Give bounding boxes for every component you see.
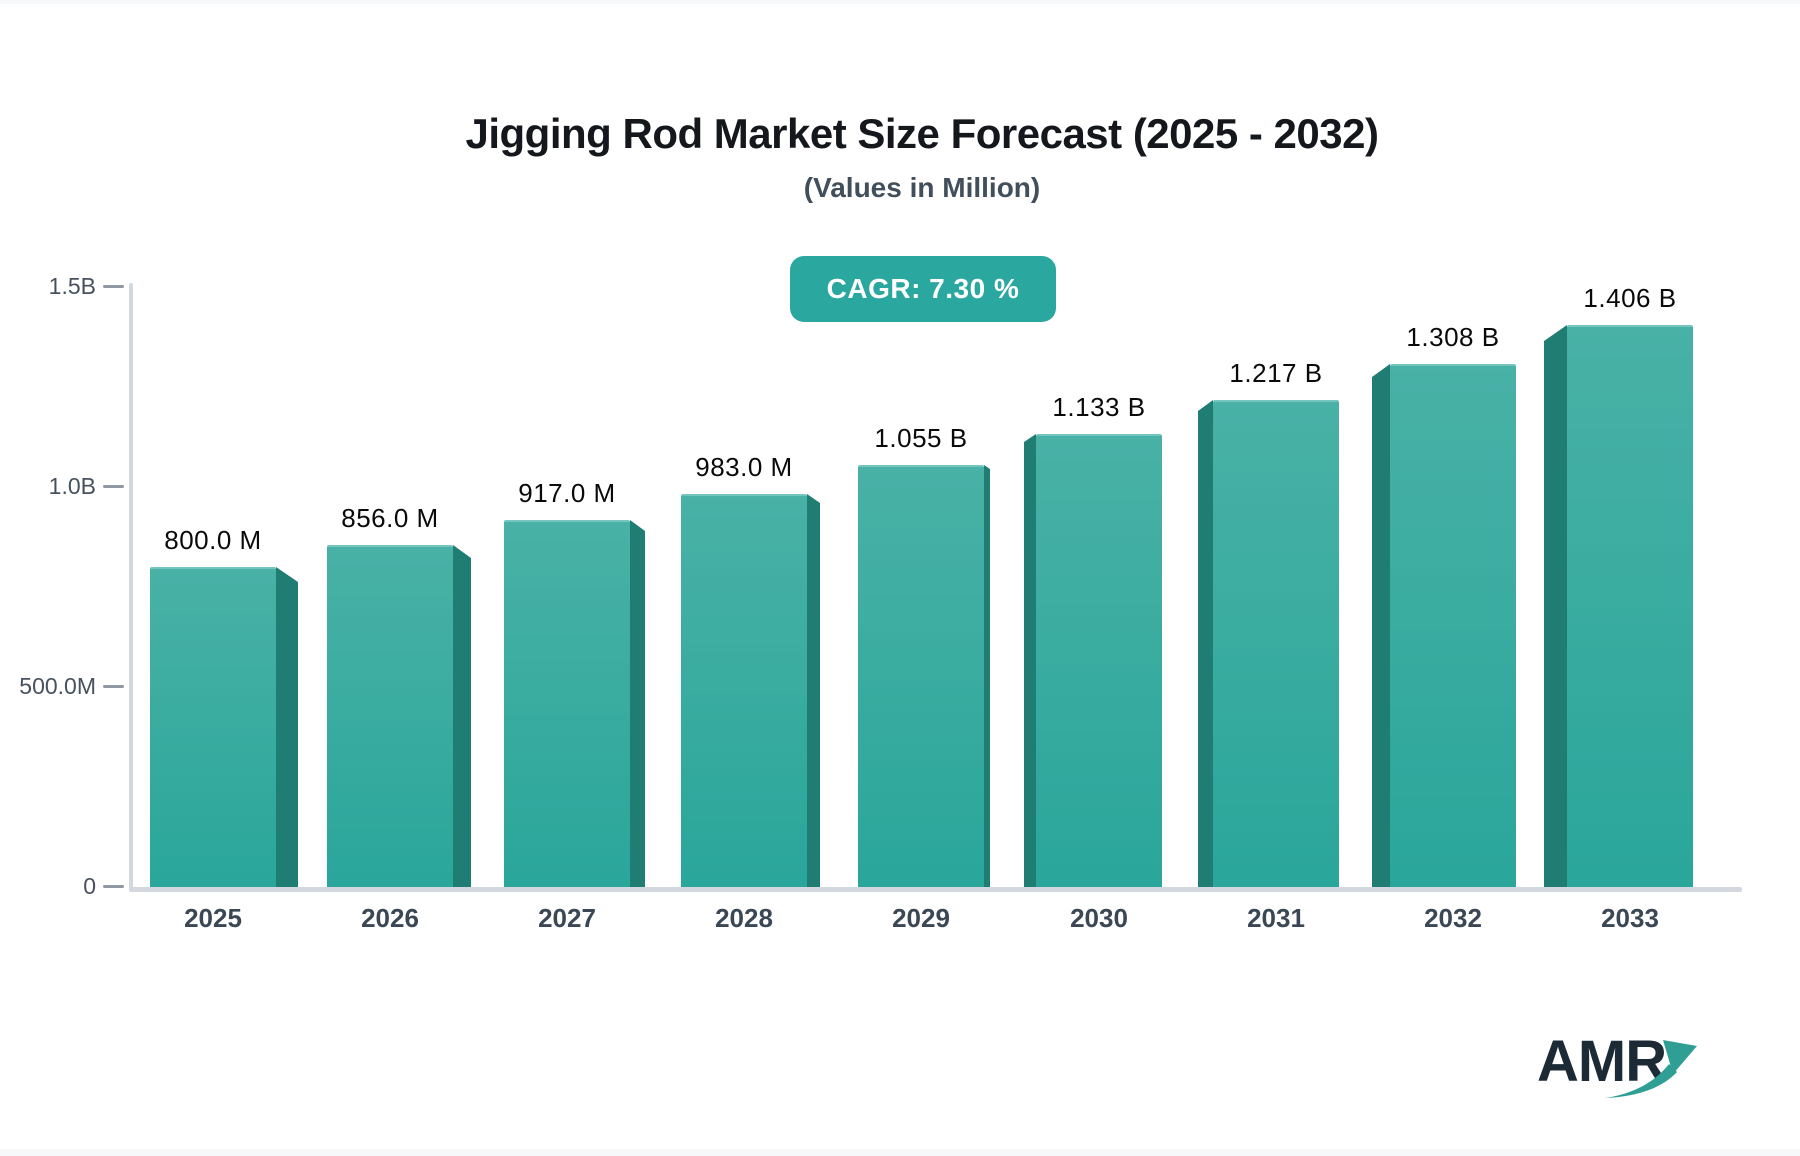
bar-front-face bbox=[504, 520, 630, 887]
chart-title: Jigging Rod Market Size Forecast (2025 -… bbox=[465, 110, 1379, 157]
bar-side-face bbox=[1372, 364, 1390, 887]
bar-front-face bbox=[858, 465, 984, 887]
y-tick-mark bbox=[103, 485, 124, 488]
bar-value-label: 1.308 B bbox=[1406, 322, 1500, 352]
bar-side-face bbox=[1544, 325, 1567, 887]
bar-front-face bbox=[1567, 325, 1693, 887]
bar-front-face bbox=[1390, 364, 1516, 887]
bar-value-label: 856.0 M bbox=[341, 503, 439, 533]
x-axis-line bbox=[129, 887, 1742, 892]
y-tick-label: 500.0M bbox=[19, 673, 96, 699]
x-tick-label-2033: 2033 bbox=[1601, 903, 1659, 933]
bar-value-label: 1.133 B bbox=[1052, 392, 1146, 422]
bar-value-label: 917.0 M bbox=[518, 478, 616, 508]
logo-arrow-icon bbox=[1605, 1040, 1697, 1098]
y-tick-mark bbox=[103, 285, 124, 288]
bar-side-face bbox=[630, 520, 645, 887]
x-tick-label-2026: 2026 bbox=[361, 903, 419, 933]
bar-side-face bbox=[453, 545, 471, 887]
x-tick-label-2032: 2032 bbox=[1424, 903, 1482, 933]
y-tick-label: 0 bbox=[83, 873, 96, 899]
bar-value-label: 1.406 B bbox=[1583, 283, 1677, 313]
bar-value-label: 1.217 B bbox=[1229, 358, 1323, 388]
x-tick-label-2025: 2025 bbox=[184, 903, 242, 933]
bar-side-face bbox=[1198, 400, 1213, 887]
bar-front-face bbox=[327, 545, 453, 887]
bar-side-face bbox=[807, 494, 820, 887]
y-tick-mark bbox=[103, 685, 124, 688]
bar-side-face bbox=[984, 465, 990, 887]
x-tick-label-2027: 2027 bbox=[538, 903, 596, 933]
bar-side-face bbox=[276, 567, 298, 887]
bar-value-label: 800.0 M bbox=[164, 525, 262, 555]
x-tick-label-2031: 2031 bbox=[1247, 903, 1305, 933]
x-tick-label-2028: 2028 bbox=[715, 903, 773, 933]
bar-front-face bbox=[1213, 400, 1339, 887]
cagr-badge: CAGR: 7.30 % bbox=[790, 256, 1056, 322]
y-tick-label: 1.5B bbox=[48, 273, 96, 299]
x-tick-label-2029: 2029 bbox=[892, 903, 950, 933]
bar-value-label: 983.0 M bbox=[695, 452, 793, 482]
amr-logo-text: AMR bbox=[1537, 1029, 1667, 1094]
bar-side-face bbox=[1024, 434, 1036, 887]
amr-logo: AMR bbox=[1537, 1028, 1737, 1118]
chart-subtitle: (Values in Million) bbox=[803, 172, 1041, 203]
bar-front-face bbox=[1036, 434, 1162, 887]
bar-front-face bbox=[150, 567, 276, 887]
y-tick-label: 1.0B bbox=[48, 473, 96, 499]
x-tick-label-2030: 2030 bbox=[1070, 903, 1128, 933]
y-axis-line bbox=[129, 283, 133, 889]
bar-value-label: 1.055 B bbox=[874, 423, 968, 453]
y-tick-mark bbox=[103, 885, 124, 888]
bar-front-face bbox=[681, 494, 807, 887]
